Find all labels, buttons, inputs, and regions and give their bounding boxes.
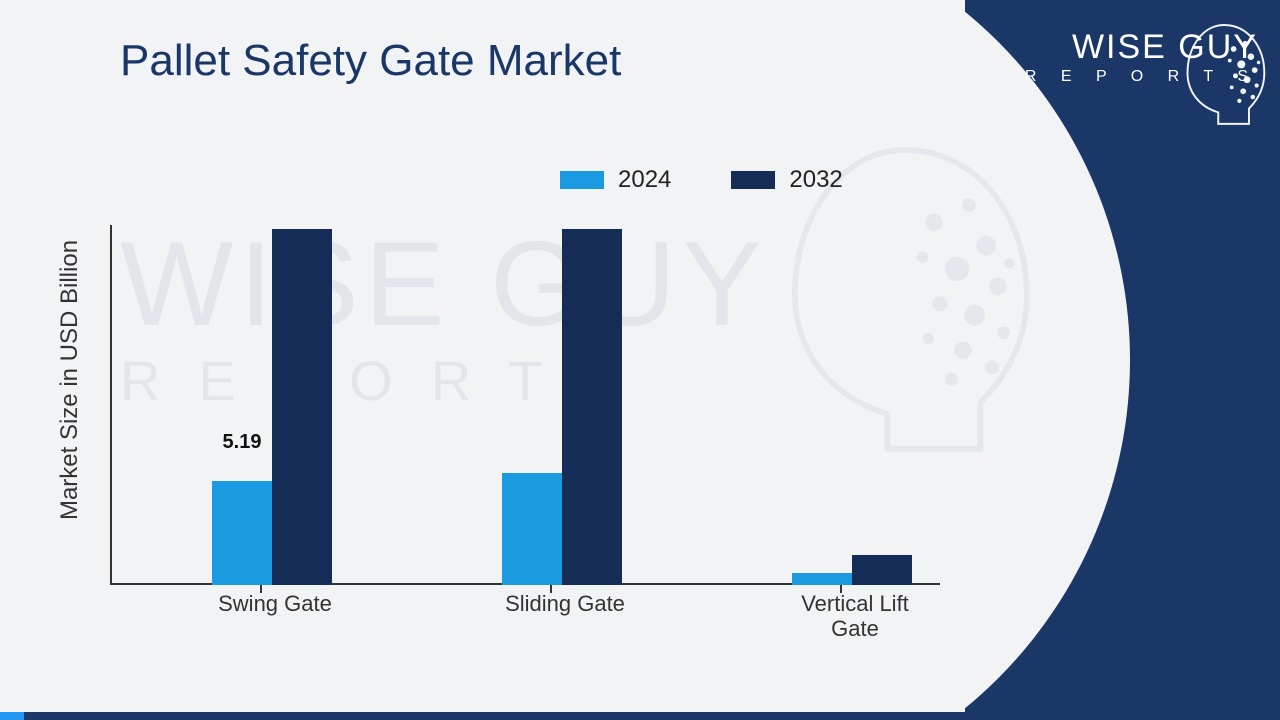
bar-group: Vertical Lift Gate bbox=[780, 225, 930, 585]
plot-area: 5.19Swing Gate Sliding Gate Vertical Lift … bbox=[110, 225, 940, 585]
bar bbox=[212, 481, 272, 585]
legend-item-2032: 2032 bbox=[731, 166, 842, 194]
bar bbox=[562, 229, 622, 585]
y-axis-label: Market Size in USD Billion bbox=[56, 240, 84, 520]
legend-swatch-2032 bbox=[731, 171, 775, 189]
bar bbox=[792, 573, 852, 585]
bar-value-label: 5.19 bbox=[223, 431, 262, 454]
chart-title: Pallet Safety Gate Market bbox=[120, 36, 621, 86]
legend-label-2032: 2032 bbox=[789, 166, 842, 194]
legend-label-2024: 2024 bbox=[618, 166, 671, 194]
legend: 2024 2032 bbox=[560, 166, 843, 194]
bottom-strip bbox=[0, 712, 1280, 720]
brand-main: WISE GUY bbox=[1025, 30, 1258, 64]
bar-group: 5.19Swing Gate bbox=[200, 225, 350, 585]
brand-logo-text: WISE GUY R E P O R T S bbox=[1025, 30, 1258, 86]
bottom-strip-accent bbox=[0, 712, 24, 720]
y-axis-line bbox=[110, 225, 112, 585]
bar bbox=[852, 555, 912, 585]
bar bbox=[502, 473, 562, 585]
legend-swatch-2024 bbox=[560, 171, 604, 189]
bar-group: Sliding Gate bbox=[490, 225, 640, 585]
category-label: Vertical Lift Gate bbox=[775, 585, 935, 642]
bar bbox=[272, 229, 332, 585]
legend-item-2024: 2024 bbox=[560, 166, 671, 194]
category-label: Swing Gate bbox=[195, 585, 355, 616]
chart-stage: WISE GUY R E P O R T S WISE GUY REPORTS … bbox=[0, 0, 1280, 720]
category-label: Sliding Gate bbox=[485, 585, 645, 616]
brand-sub: R E P O R T S bbox=[1025, 68, 1258, 86]
